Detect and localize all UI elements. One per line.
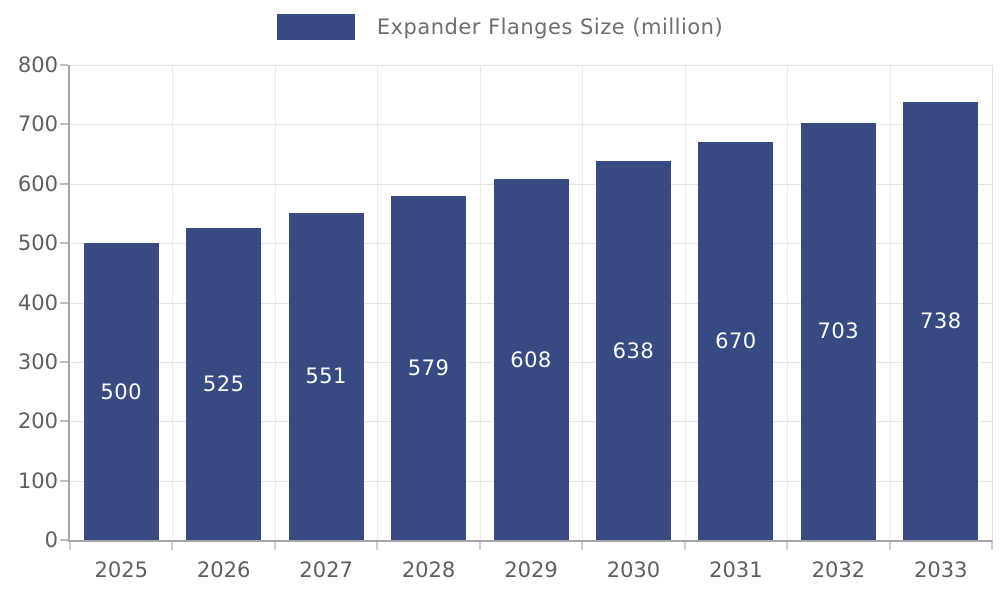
x-axis-tick-mark [478, 542, 481, 550]
x-axis-tick-label: 2031 [709, 558, 763, 582]
y-axis-tick-mark [60, 420, 68, 423]
v-gridline [787, 65, 789, 540]
legend-swatch [276, 14, 355, 40]
bar [595, 161, 671, 540]
bar-value-label: 579 [407, 356, 450, 381]
bar-value-label: 638 [612, 338, 655, 363]
y-axis-tick-mark [60, 301, 68, 304]
v-gridline [582, 65, 584, 540]
y-axis-tick-mark [60, 479, 68, 482]
h-gridline [70, 124, 992, 126]
v-gridline [274, 65, 276, 540]
y-axis-tick-label: 300 [17, 349, 58, 374]
x-axis-tick-mark [683, 542, 686, 550]
x-axis-tick-mark [581, 542, 584, 550]
bar-value-label: 608 [510, 347, 552, 372]
bar [391, 196, 467, 540]
plot-area: 0 100 200 300 400 500 600 700 800 500 2025 525 2026 5… [18, 53, 993, 582]
y-axis-tick-label: 800 [17, 53, 58, 77]
x-axis-tick-mark [69, 542, 71, 550]
v-gridline [889, 65, 891, 540]
x-axis-tick-mark [786, 542, 789, 550]
v-gridline [479, 65, 481, 540]
y-axis-tick-mark [60, 242, 68, 245]
y-axis-tick-mark [60, 360, 68, 363]
x-axis-tick-mark [991, 542, 993, 550]
bar [698, 142, 774, 540]
y-axis-tick-label: 200 [17, 409, 58, 434]
x-axis-tick-mark [888, 542, 891, 550]
y-axis-tick-mark [60, 539, 68, 541]
x-axis-tick-label: 2025 [94, 558, 148, 582]
y-axis-tick-mark [60, 182, 68, 185]
v-gridline [172, 65, 174, 540]
bar [800, 122, 876, 540]
x-axis-tick-label: 2032 [811, 558, 866, 582]
bar-value-label: 525 [202, 372, 245, 397]
bar-value-label: 670 [715, 329, 757, 354]
bar [493, 179, 569, 540]
x-axis-tick-label: 2027 [299, 558, 353, 582]
bar-value-label: 703 [817, 319, 860, 344]
y-axis-tick-label: 0 [44, 528, 58, 552]
x-axis-tick-label: 2028 [401, 558, 456, 582]
x-axis-tick-mark [171, 542, 174, 550]
x-axis-tick-label: 2030 [606, 558, 661, 582]
chart-legend[interactable]: Expander Flanges Size (million) [0, 14, 1000, 40]
bar-value-label: 551 [305, 364, 347, 389]
x-axis-tick-label: 2033 [914, 558, 968, 582]
x-axis-tick-label: 2029 [504, 558, 558, 582]
bar-value-label: 500 [100, 379, 143, 404]
x-axis-tick-label: 2026 [196, 558, 251, 582]
v-gridline [684, 65, 686, 540]
bar [186, 228, 262, 540]
y-axis-tick-label: 400 [17, 290, 58, 315]
bar [903, 101, 979, 540]
x-axis-tick-mark [273, 542, 276, 550]
y-axis-tick-label: 500 [17, 231, 58, 256]
y-axis-tick-label: 600 [17, 171, 58, 196]
v-gridline [377, 65, 379, 540]
bar-value-label: 738 [919, 308, 962, 333]
y-axis-tick-label: 100 [17, 468, 58, 493]
y-axis-tick-label: 700 [17, 112, 58, 137]
y-axis-tick-mark [60, 64, 68, 66]
bar [83, 243, 159, 540]
x-axis-tick-mark [376, 542, 379, 550]
legend-label: Expander Flanges Size (million) [376, 15, 724, 39]
bar [288, 212, 364, 540]
y-axis-tick-mark [60, 123, 68, 126]
h-gridline [70, 65, 992, 66]
